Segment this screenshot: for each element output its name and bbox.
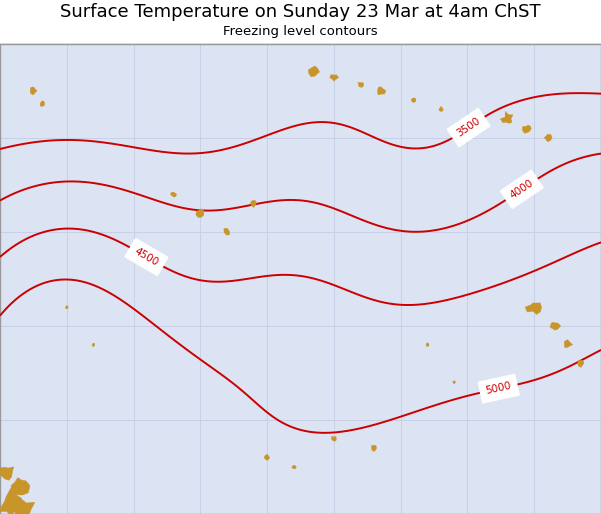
Polygon shape xyxy=(377,87,386,95)
Polygon shape xyxy=(251,200,256,208)
Polygon shape xyxy=(330,75,338,81)
Polygon shape xyxy=(196,209,204,217)
Polygon shape xyxy=(0,467,14,480)
Polygon shape xyxy=(439,106,444,112)
Polygon shape xyxy=(92,343,95,347)
Polygon shape xyxy=(522,125,531,133)
Polygon shape xyxy=(411,98,416,102)
Polygon shape xyxy=(13,498,35,514)
Polygon shape xyxy=(11,478,30,495)
Polygon shape xyxy=(544,134,552,142)
Polygon shape xyxy=(308,66,320,77)
Polygon shape xyxy=(264,454,269,461)
Polygon shape xyxy=(358,82,364,87)
Polygon shape xyxy=(426,343,429,346)
Polygon shape xyxy=(66,305,69,309)
Polygon shape xyxy=(292,465,296,469)
Text: Surface Temperature on Sunday 23 Mar at 4am ChST: Surface Temperature on Sunday 23 Mar at … xyxy=(60,3,541,21)
Polygon shape xyxy=(170,192,177,197)
Polygon shape xyxy=(500,112,513,123)
Polygon shape xyxy=(550,322,561,330)
Polygon shape xyxy=(40,101,44,106)
Polygon shape xyxy=(331,436,337,441)
Polygon shape xyxy=(525,303,542,315)
Polygon shape xyxy=(371,445,377,452)
Polygon shape xyxy=(30,87,37,95)
Polygon shape xyxy=(578,360,584,368)
Text: 4500: 4500 xyxy=(133,246,160,268)
Text: Freezing level contours: Freezing level contours xyxy=(223,25,378,38)
Polygon shape xyxy=(224,228,230,235)
Polygon shape xyxy=(564,340,573,347)
Polygon shape xyxy=(453,381,456,383)
Text: 4000: 4000 xyxy=(508,178,535,201)
Polygon shape xyxy=(0,488,22,514)
Text: 5000: 5000 xyxy=(485,381,513,396)
Text: 3500: 3500 xyxy=(455,116,482,139)
